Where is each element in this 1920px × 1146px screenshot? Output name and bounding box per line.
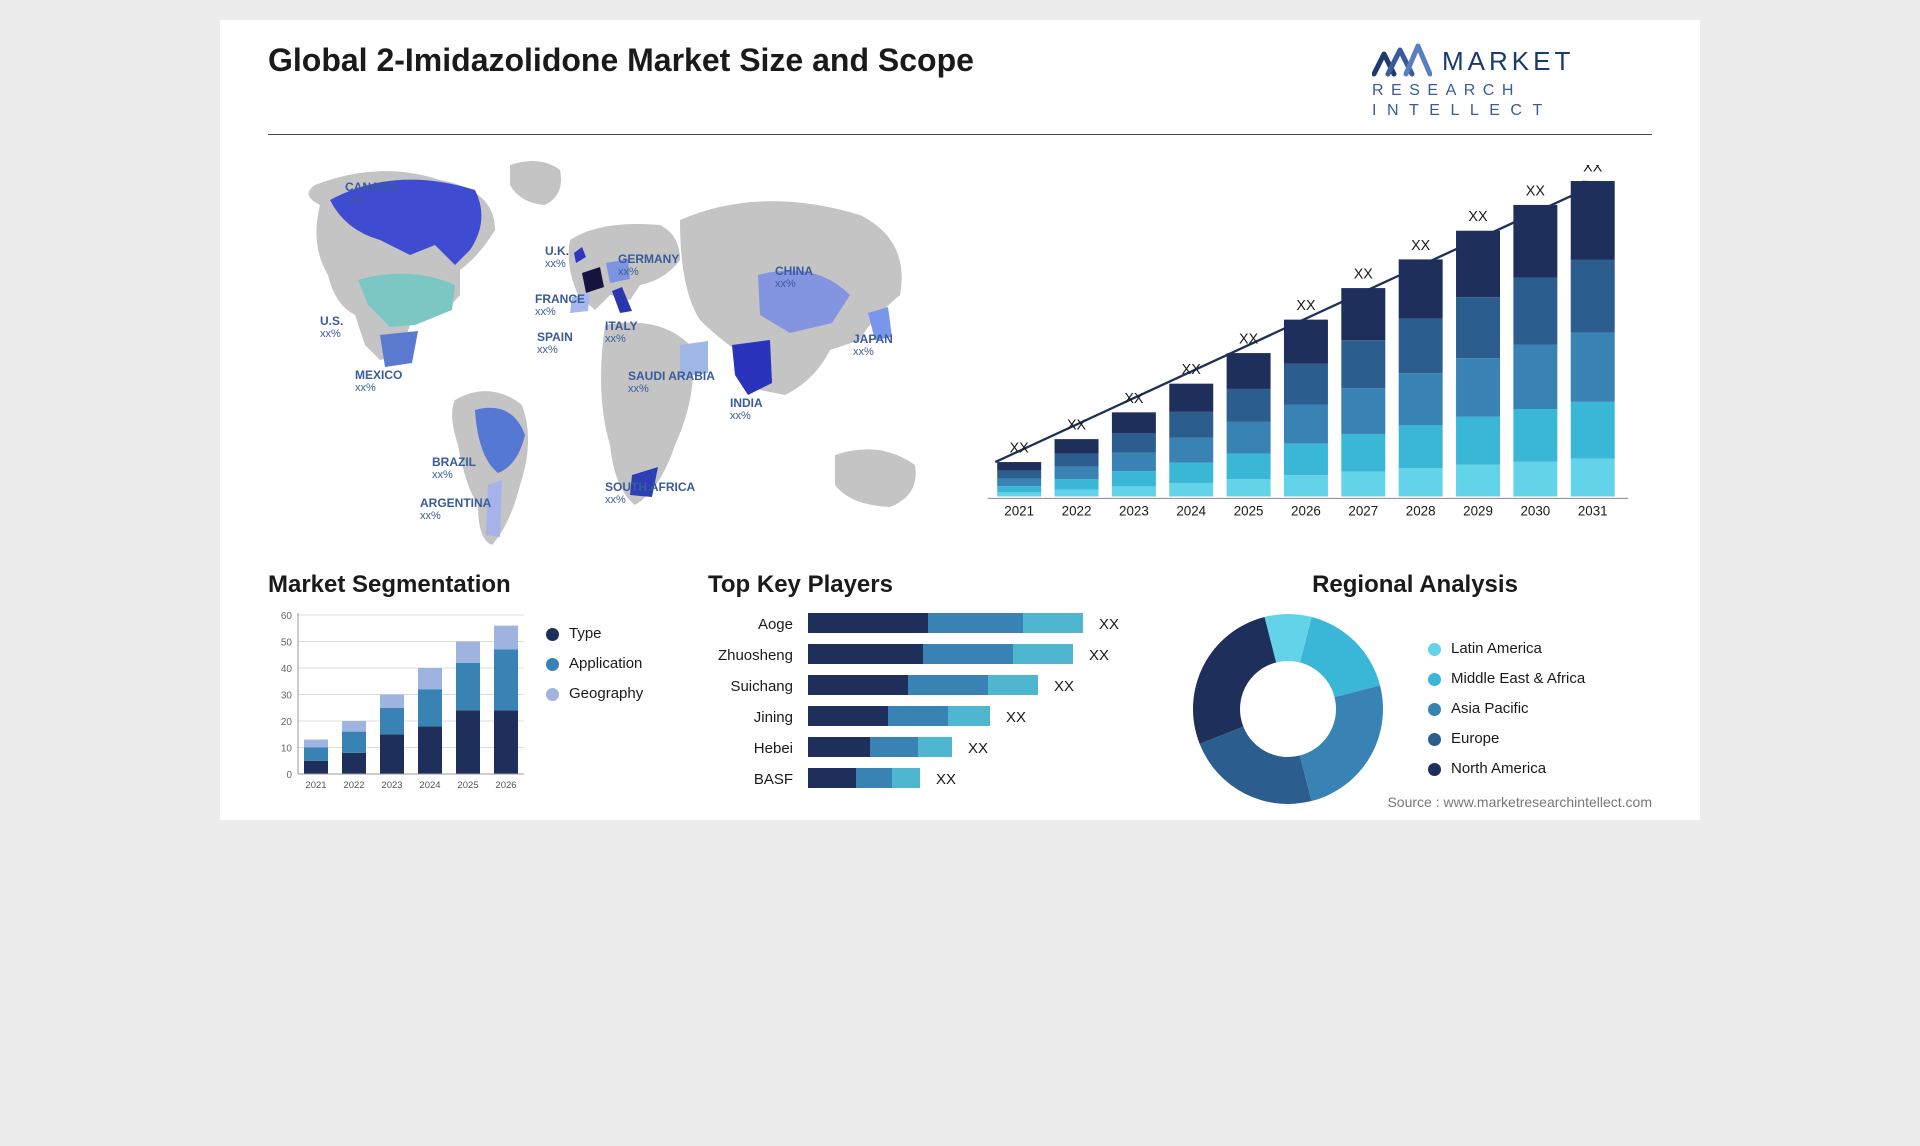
svg-text:XX: XX bbox=[1010, 440, 1030, 456]
map-label-saudiarabia: SAUDI ARABIAxx% bbox=[628, 370, 715, 395]
regional-panel: Regional Analysis Latin AmericaMiddle Ea… bbox=[1178, 571, 1652, 809]
map-label-germany: GERMANYxx% bbox=[618, 253, 679, 278]
svg-text:2024: 2024 bbox=[419, 780, 440, 791]
svg-text:Jining: Jining bbox=[754, 709, 793, 726]
logo-mark bbox=[1372, 42, 1432, 80]
segmentation-title: Market Segmentation bbox=[268, 571, 698, 599]
svg-text:2031: 2031 bbox=[1578, 504, 1608, 519]
map-label-italy: ITALYxx% bbox=[605, 320, 638, 345]
svg-text:XX: XX bbox=[1124, 391, 1144, 407]
svg-text:2024: 2024 bbox=[1176, 504, 1206, 519]
svg-text:2022: 2022 bbox=[343, 780, 364, 791]
svg-text:2029: 2029 bbox=[1463, 504, 1493, 519]
svg-text:XX: XX bbox=[1182, 362, 1202, 378]
svg-text:0: 0 bbox=[286, 770, 292, 781]
svg-text:2030: 2030 bbox=[1520, 504, 1550, 519]
svg-text:2025: 2025 bbox=[457, 780, 478, 791]
map-label-uk: U.K.xx% bbox=[545, 245, 569, 270]
main-bar-chart: XX 2021 XX 2022 XX 2023 XX 2024 XX 2025 XX 2026 XX 20… bbox=[980, 145, 1660, 565]
seg-legend-application: Application bbox=[546, 649, 643, 679]
svg-text:XX: XX bbox=[936, 771, 956, 788]
regional-legend-north-america: North America bbox=[1428, 754, 1585, 784]
regional-title: Regional Analysis bbox=[1178, 571, 1652, 599]
svg-text:XX: XX bbox=[1526, 183, 1546, 199]
seg-legend-type: Type bbox=[546, 619, 643, 649]
regional-legend-europe: Europe bbox=[1428, 724, 1585, 754]
map-label-mexico: MEXICOxx% bbox=[355, 369, 402, 394]
svg-text:30: 30 bbox=[281, 691, 293, 702]
svg-text:XX: XX bbox=[968, 740, 988, 757]
players-title: Top Key Players bbox=[708, 571, 1168, 599]
svg-text:XX: XX bbox=[1411, 238, 1431, 254]
svg-text:20: 20 bbox=[281, 717, 293, 728]
map-label-japan: JAPANxx% bbox=[853, 333, 893, 358]
svg-text:XX: XX bbox=[1468, 209, 1488, 225]
svg-text:2025: 2025 bbox=[1234, 504, 1264, 519]
svg-text:40: 40 bbox=[281, 664, 293, 675]
svg-text:2021: 2021 bbox=[1004, 504, 1034, 519]
logo-line2: RESEARCH bbox=[1372, 82, 1652, 100]
regional-legend-middle-east---africa: Middle East & Africa bbox=[1428, 664, 1585, 694]
svg-text:XX: XX bbox=[1006, 709, 1026, 726]
seg-legend-geography: Geography bbox=[546, 679, 643, 709]
map-label-us: U.S.xx% bbox=[320, 315, 343, 340]
footer-source: Source : www.marketresearchintellect.com bbox=[1387, 794, 1652, 810]
svg-text:XX: XX bbox=[1583, 165, 1603, 175]
svg-text:50: 50 bbox=[281, 638, 293, 649]
svg-text:XX: XX bbox=[1089, 647, 1109, 664]
regional-donut bbox=[1178, 609, 1398, 809]
svg-text:Hebei: Hebei bbox=[754, 740, 793, 757]
svg-text:2026: 2026 bbox=[1291, 504, 1321, 519]
svg-text:XX: XX bbox=[1054, 678, 1074, 695]
map-label-france: FRANCExx% bbox=[535, 293, 585, 318]
map-label-brazil: BRAZILxx% bbox=[432, 456, 476, 481]
svg-text:2023: 2023 bbox=[1119, 504, 1149, 519]
logo-line1: MARKET bbox=[1442, 46, 1574, 77]
svg-text:2028: 2028 bbox=[1406, 504, 1436, 519]
segmentation-panel: Market Segmentation 0 10 20 30 40 50 60 2021 202… bbox=[268, 571, 698, 809]
svg-text:XX: XX bbox=[1067, 418, 1087, 434]
segmentation-chart: 0 10 20 30 40 50 60 2021 2022 2023 2024 2025 2026 bbox=[268, 609, 528, 809]
svg-text:BASF: BASF bbox=[754, 771, 793, 788]
map-label-india: INDIAxx% bbox=[730, 397, 763, 422]
players-panel: Top Key Players Aoge XX Zhuosheng XX Suichan… bbox=[708, 571, 1168, 809]
svg-text:XX: XX bbox=[1099, 616, 1119, 633]
main-title: Global 2-Imidazolidone Market Size and S… bbox=[268, 42, 974, 79]
map-label-canada: CANADAxx% bbox=[345, 181, 397, 206]
regional-legend-latin-america: Latin America bbox=[1428, 634, 1585, 664]
svg-text:Aoge: Aoge bbox=[758, 616, 793, 633]
svg-text:2026: 2026 bbox=[495, 780, 516, 791]
segmentation-legend: TypeApplicationGeography bbox=[546, 619, 643, 809]
map-label-argentina: ARGENTINAxx% bbox=[420, 497, 491, 522]
svg-text:XX: XX bbox=[1239, 332, 1259, 348]
svg-text:10: 10 bbox=[281, 744, 293, 755]
map-label-china: CHINAxx% bbox=[775, 265, 813, 290]
svg-text:Suichang: Suichang bbox=[730, 678, 793, 695]
company-logo: MARKET RESEARCH INTELLECT bbox=[1372, 42, 1652, 120]
svg-text:2022: 2022 bbox=[1062, 504, 1092, 519]
world-map-block: CANADAxx% U.S.xx% MEXICOxx% BRAZILxx% ARGENT… bbox=[260, 145, 980, 565]
svg-text:XX: XX bbox=[1296, 298, 1316, 314]
map-label-spain: SPAINxx% bbox=[537, 331, 573, 356]
svg-text:2023: 2023 bbox=[381, 780, 402, 791]
svg-text:XX: XX bbox=[1354, 267, 1374, 283]
regional-legend-asia-pacific: Asia Pacific bbox=[1428, 694, 1585, 724]
regional-legend: Latin AmericaMiddle East & AfricaAsia Pa… bbox=[1428, 634, 1585, 784]
svg-text:60: 60 bbox=[281, 611, 293, 622]
svg-text:Zhuosheng: Zhuosheng bbox=[718, 647, 793, 664]
logo-line3: INTELLECT bbox=[1372, 102, 1652, 120]
players-chart: Aoge XX Zhuosheng XX Suichang XX Jining XX Hebei… bbox=[708, 609, 1148, 809]
map-label-southafrica: SOUTH AFRICAxx% bbox=[605, 481, 695, 506]
svg-text:2021: 2021 bbox=[305, 780, 326, 791]
svg-text:2027: 2027 bbox=[1348, 504, 1378, 519]
